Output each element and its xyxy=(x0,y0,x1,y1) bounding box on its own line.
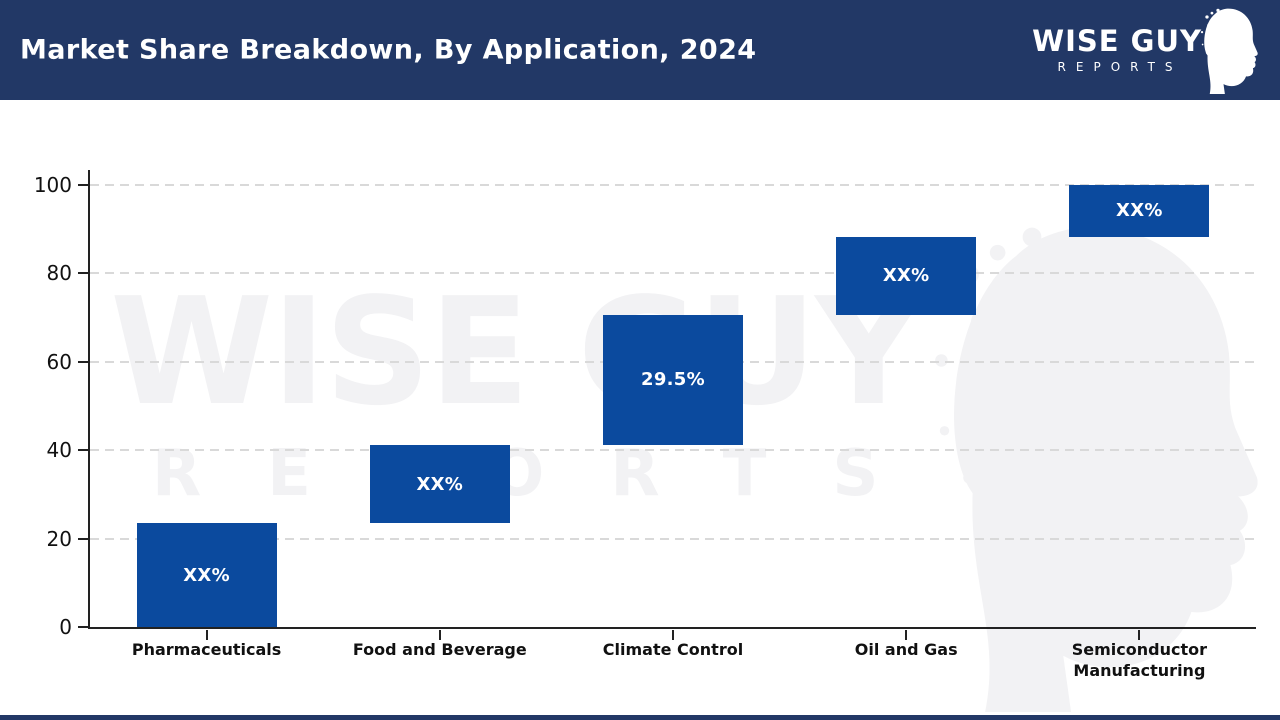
header: Market Share Breakdown, By Application, … xyxy=(0,0,1280,100)
x-axis-label: Oil and Gas xyxy=(854,640,958,659)
y-gridline xyxy=(90,184,1256,186)
logo-wordmark: WISE GUY xyxy=(1032,24,1202,59)
chart-region: WISE GUY REPORTS 0 20 40 60 80 100 XX% Pharmace… xyxy=(0,100,1280,715)
bar-value-label: XX% xyxy=(1116,200,1163,222)
y-gridline xyxy=(90,272,1256,275)
bar: 29.5% xyxy=(603,314,743,445)
y-tick-label: 100 xyxy=(33,173,72,197)
y-gridline xyxy=(90,537,1256,540)
y-tick-label: 80 xyxy=(46,261,72,286)
logo-face-icon xyxy=(1200,8,1258,94)
wiseguy-logo: WISE GUY REPORTS xyxy=(1032,5,1272,95)
x-tick xyxy=(438,630,441,640)
page-title: Market Share Breakdown, By Application, … xyxy=(20,34,757,66)
y-tick-label: 60 xyxy=(46,349,72,374)
y-tick-label: 0 xyxy=(59,615,72,639)
x-axis-label: Pharmaceuticals xyxy=(131,640,282,659)
x-tick xyxy=(905,630,908,640)
bar: XX% xyxy=(136,523,277,627)
watermark-face-icon xyxy=(935,227,1258,712)
y-tick xyxy=(78,537,88,540)
x-tick xyxy=(205,630,208,640)
bar: XX% xyxy=(836,236,977,315)
y-tick xyxy=(78,184,88,186)
x-axis-label: Climate Control xyxy=(602,640,744,659)
bar-value-label: XX% xyxy=(882,265,930,287)
logo-subtitle: REPORTS xyxy=(1057,59,1183,74)
bar: XX% xyxy=(1069,185,1210,237)
y-gridline xyxy=(90,449,1256,452)
watermark-wordmark: WISE GUY xyxy=(110,266,922,438)
y-tick xyxy=(78,626,88,628)
bar: XX% xyxy=(369,444,510,524)
y-tick xyxy=(78,272,88,275)
y-tick xyxy=(78,449,88,452)
x-tick xyxy=(672,630,674,640)
y-tick xyxy=(78,360,88,363)
plot-area: 0 20 40 60 80 100 XX% Pharmaceuticals XX% Food an… xyxy=(34,170,1256,680)
bar-value-label: 29.5% xyxy=(641,369,705,391)
x-axis-label: Food and Beverage xyxy=(352,640,527,659)
x-axis-label: Semiconductor Manufacturing xyxy=(1071,640,1208,680)
bar-value-label: XX% xyxy=(183,564,230,586)
bottom-strip xyxy=(0,715,1280,720)
watermark-subtitle: REPORTS xyxy=(152,437,945,511)
bar-value-label: XX% xyxy=(416,473,464,495)
y-tick-label: 20 xyxy=(46,526,72,551)
logo-text: WISE GUY REPORTS xyxy=(1032,24,1202,74)
x-tick xyxy=(1138,630,1141,640)
y-tick-label: 40 xyxy=(46,438,72,463)
